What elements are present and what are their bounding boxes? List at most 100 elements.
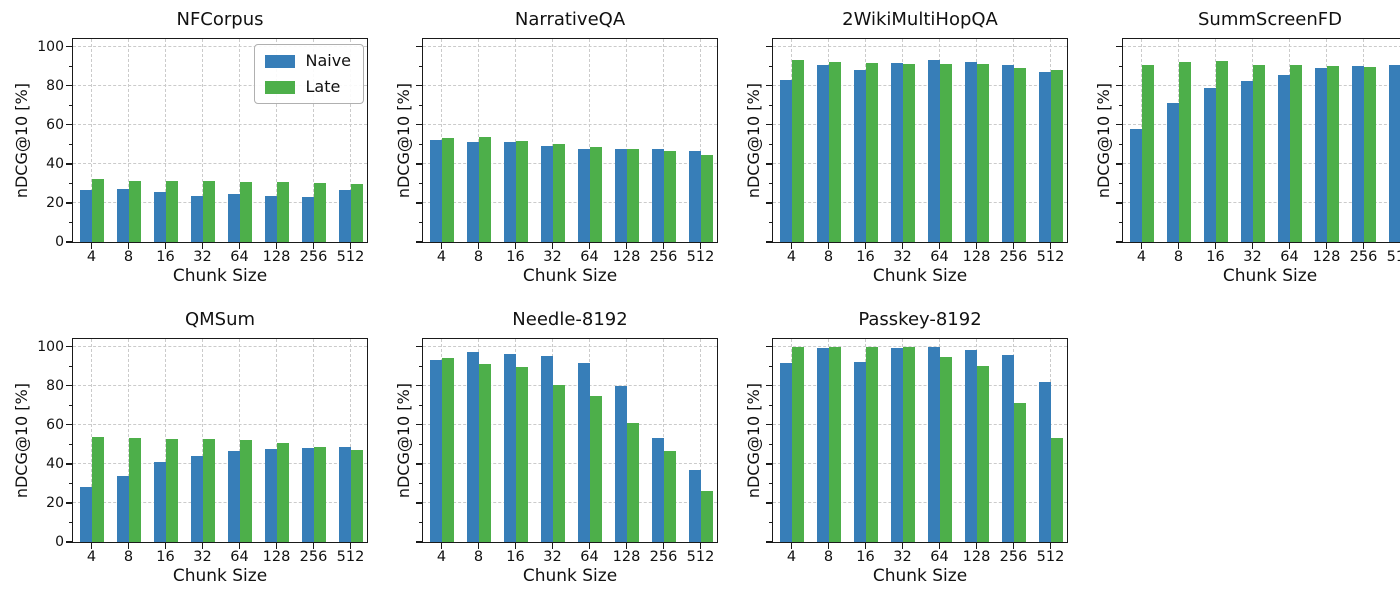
x-tick-label: 32 [543, 549, 562, 565]
x-tick [1362, 243, 1365, 249]
x-tick [975, 543, 978, 549]
x-tick-label: 32 [543, 249, 562, 265]
h-gridline [1123, 46, 1400, 48]
x-tick [90, 543, 93, 549]
panel-title: NFCorpus [176, 9, 264, 30]
x-tick-label: 128 [262, 249, 291, 265]
v-gridline [165, 39, 166, 242]
bar-naive-128 [964, 62, 977, 242]
y-tick-label: 0 [55, 234, 64, 250]
y-axis-label: nDCG@10 [%] [393, 82, 413, 199]
bar-naive-4 [779, 79, 792, 242]
h-gridline [423, 85, 717, 87]
x-tick [349, 543, 352, 549]
naive-series-swatch [265, 54, 296, 68]
h-gridline [73, 502, 367, 504]
x-tick-label: 16 [1206, 249, 1225, 265]
x-tick-label: 16 [856, 549, 875, 565]
y-tick [66, 502, 72, 504]
bar-late-512 [700, 155, 713, 242]
bar-late-64 [239, 182, 252, 242]
y-minor-tick [418, 104, 422, 106]
y-tick-label: 20 [46, 194, 64, 211]
v-gridline [239, 39, 240, 242]
h-gridline [773, 424, 1067, 426]
bar-naive-128 [964, 349, 977, 542]
h-gridline [423, 502, 717, 504]
bar-naive-4 [79, 487, 92, 542]
x-tick-label: 256 [299, 549, 328, 565]
h-gridline [73, 163, 367, 165]
y-minor-tick [1118, 182, 1122, 184]
bar-late-512 [700, 491, 713, 542]
y-tick [1116, 202, 1122, 204]
bar-naive-256 [651, 437, 664, 542]
bar-naive-16 [503, 353, 516, 542]
bar-late-32 [202, 181, 215, 242]
h-gridline [73, 463, 367, 465]
y-tick [416, 346, 422, 348]
plot-area: 0 20 40 60 80 100 4 8 16 32 64 128 256 512 [37, 338, 368, 565]
bar-naive-256 [1001, 65, 1014, 242]
y-minor-tick [418, 443, 422, 445]
y-minor-tick [68, 143, 72, 145]
bar-late-256 [313, 447, 326, 542]
late-series-swatch [265, 80, 296, 94]
y-tick [416, 202, 422, 204]
y-tick [416, 385, 422, 387]
x-axis-label: Chunk Size [172, 566, 268, 586]
y-tick [766, 85, 772, 87]
subplot-row-bottom: QMSum nDCG@10 [%] 0 20 40 60 80 100 4 8 16 32 64 12… [0, 300, 1400, 600]
x-tick [625, 243, 628, 249]
x-tick [312, 243, 315, 249]
y-tick [416, 241, 422, 243]
x-tick [625, 543, 628, 549]
x-tick-label: 512 [1386, 249, 1400, 265]
h-gridline [423, 124, 717, 126]
bar-late-256 [313, 183, 326, 242]
bar-naive-512 [688, 151, 701, 242]
y-tick [766, 424, 772, 426]
x-tick-label: 4 [436, 249, 447, 265]
h-gridline [773, 85, 1067, 87]
x-tick-label: 64 [930, 249, 949, 265]
x-tick [275, 243, 278, 249]
y-axis-label: nDCG@10 [%] [11, 82, 31, 199]
v-gridline [663, 39, 664, 242]
plot-area: 4 8 16 32 64 128 256 512 [1116, 38, 1400, 265]
bar-naive-512 [1388, 65, 1400, 242]
x-tick-label: 512 [336, 549, 365, 565]
y-minor-tick [768, 143, 772, 145]
x-tick [551, 543, 554, 549]
x-tick-label: 256 [649, 249, 678, 265]
x-tick [164, 543, 167, 549]
bar-late-64 [239, 439, 252, 542]
x-tick [201, 543, 204, 549]
y-tick [766, 502, 772, 504]
x-tick-label: 8 [823, 549, 834, 565]
y-tick [66, 124, 72, 126]
bar-late-256 [1013, 403, 1026, 542]
plot-area: 4 8 16 32 64 128 256 512 [416, 38, 718, 265]
y-minor-tick [768, 221, 772, 223]
x-tick-label: 4 [1136, 249, 1147, 265]
x-tick-label: 16 [506, 549, 525, 565]
v-gridline [91, 39, 92, 242]
x-tick-label: 128 [1312, 249, 1341, 265]
bar-naive-32 [1240, 80, 1253, 242]
bar-late-16 [165, 438, 178, 542]
panel-title: 2WikiMultiHopQA [842, 9, 998, 30]
bar-late-8 [828, 346, 841, 542]
bar-late-64 [939, 356, 952, 542]
bar-late-16 [1215, 61, 1228, 242]
x-tick-label: 512 [1036, 549, 1065, 565]
bar-naive-64 [1277, 75, 1290, 242]
bar-late-4 [441, 137, 454, 242]
y-tick [1116, 85, 1122, 87]
bar-naive-32 [190, 456, 203, 542]
bar-late-512 [350, 184, 363, 242]
bar-late-4 [441, 357, 454, 542]
y-tick [766, 463, 772, 465]
x-tick [1140, 243, 1143, 249]
x-tick [864, 243, 867, 249]
